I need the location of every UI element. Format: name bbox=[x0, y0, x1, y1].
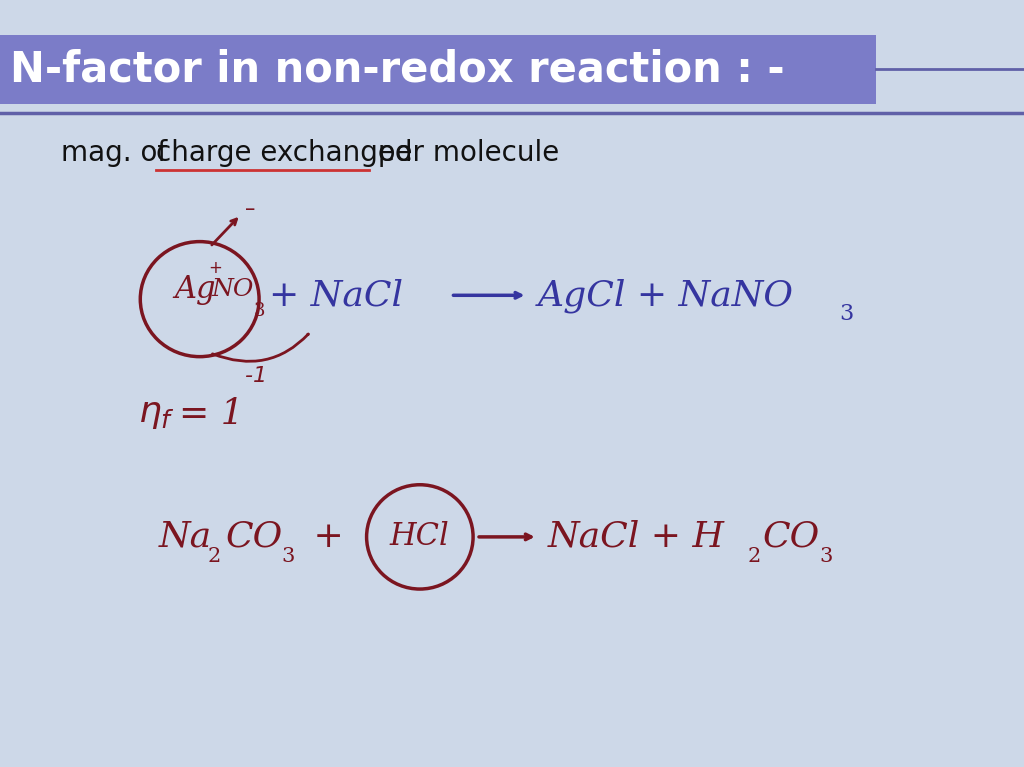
Text: $\eta_{f}$: $\eta_{f}$ bbox=[138, 397, 175, 431]
FancyBboxPatch shape bbox=[0, 35, 876, 104]
Text: AgCl + NaNO: AgCl + NaNO bbox=[538, 278, 794, 312]
Text: per molecule: per molecule bbox=[369, 140, 559, 167]
Text: -1: -1 bbox=[245, 366, 267, 386]
Text: NO: NO bbox=[212, 278, 254, 301]
Text: 2: 2 bbox=[748, 547, 761, 565]
Text: CO: CO bbox=[763, 520, 820, 554]
Text: 2: 2 bbox=[208, 547, 221, 565]
Text: Na: Na bbox=[159, 520, 212, 554]
Text: + NaCl: + NaCl bbox=[269, 278, 403, 312]
Text: = 1: = 1 bbox=[179, 397, 244, 431]
Text: +: + bbox=[302, 520, 344, 554]
Text: Ag: Ag bbox=[174, 275, 216, 305]
Text: HCl: HCl bbox=[390, 522, 450, 552]
Text: mag. of: mag. of bbox=[61, 140, 176, 167]
Text: –: – bbox=[245, 199, 255, 219]
Text: 3: 3 bbox=[819, 547, 833, 565]
Text: 3: 3 bbox=[254, 301, 265, 320]
FancyArrowPatch shape bbox=[213, 334, 308, 361]
Text: CO: CO bbox=[225, 520, 283, 554]
Text: +: + bbox=[208, 259, 222, 278]
Text: charge exchanged: charge exchanged bbox=[156, 140, 412, 167]
Text: N-factor in non-redox reaction : -: N-factor in non-redox reaction : - bbox=[10, 48, 784, 90]
Text: 3: 3 bbox=[840, 304, 854, 325]
Text: 3: 3 bbox=[282, 547, 295, 565]
Text: NaCl + H: NaCl + H bbox=[548, 520, 725, 554]
